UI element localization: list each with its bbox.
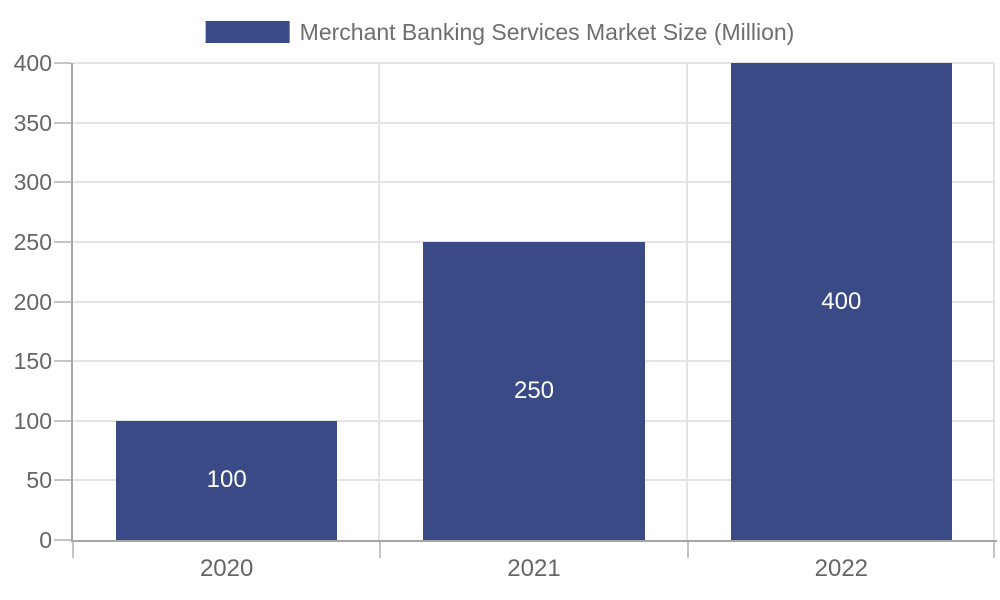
x-axis-line <box>71 540 997 542</box>
y-tick-mark <box>54 240 71 243</box>
y-tick-label: 50 <box>26 467 52 494</box>
y-tick-label: 400 <box>13 50 52 76</box>
y-tick-label: 350 <box>13 109 52 136</box>
h-gridline <box>73 181 995 184</box>
bar <box>730 63 952 540</box>
bar-value-label: 100 <box>206 466 247 494</box>
h-gridline <box>73 62 995 64</box>
x-tick-label: 2020 <box>199 555 254 582</box>
y-tick-label: 100 <box>13 407 52 434</box>
v-gridline <box>378 63 381 540</box>
y-tick-label: 200 <box>13 288 52 315</box>
y-tick-mark <box>54 419 71 422</box>
plot-area: 100 250 400 <box>54 62 997 558</box>
bar <box>116 420 338 540</box>
x-tick-mark <box>686 542 689 558</box>
x-tick-mark <box>993 542 995 558</box>
y-tick-mark <box>54 300 71 303</box>
x-tick-mark <box>72 542 74 558</box>
x-tick-label: 2022 <box>814 555 869 582</box>
y-tick-label: 0 <box>39 527 52 553</box>
v-gridline <box>685 63 688 540</box>
bar-value-label: 250 <box>513 376 555 404</box>
legend[interactable]: Merchant Banking Services Market Size (M… <box>205 16 795 48</box>
y-tick-mark <box>54 539 71 541</box>
v-gridline <box>993 63 995 540</box>
y-tick-mark <box>54 360 71 363</box>
y-tick-mark <box>54 121 71 124</box>
y-tick-mark <box>54 181 71 184</box>
x-tick-mark <box>379 542 382 558</box>
legend-label: Merchant Banking Services Market Size (M… <box>299 18 795 45</box>
y-tick-label: 150 <box>13 348 52 375</box>
bar <box>423 241 645 540</box>
bar-value-label: 400 <box>821 287 862 315</box>
y-tick-label: 300 <box>13 169 52 196</box>
h-gridline <box>73 121 995 124</box>
y-tick-label: 250 <box>13 228 52 255</box>
legend-swatch <box>205 21 290 43</box>
y-tick-mark <box>54 479 71 482</box>
y-tick-mark <box>54 62 71 64</box>
y-axis-line <box>71 63 73 540</box>
x-tick-label: 2021 <box>507 555 561 582</box>
